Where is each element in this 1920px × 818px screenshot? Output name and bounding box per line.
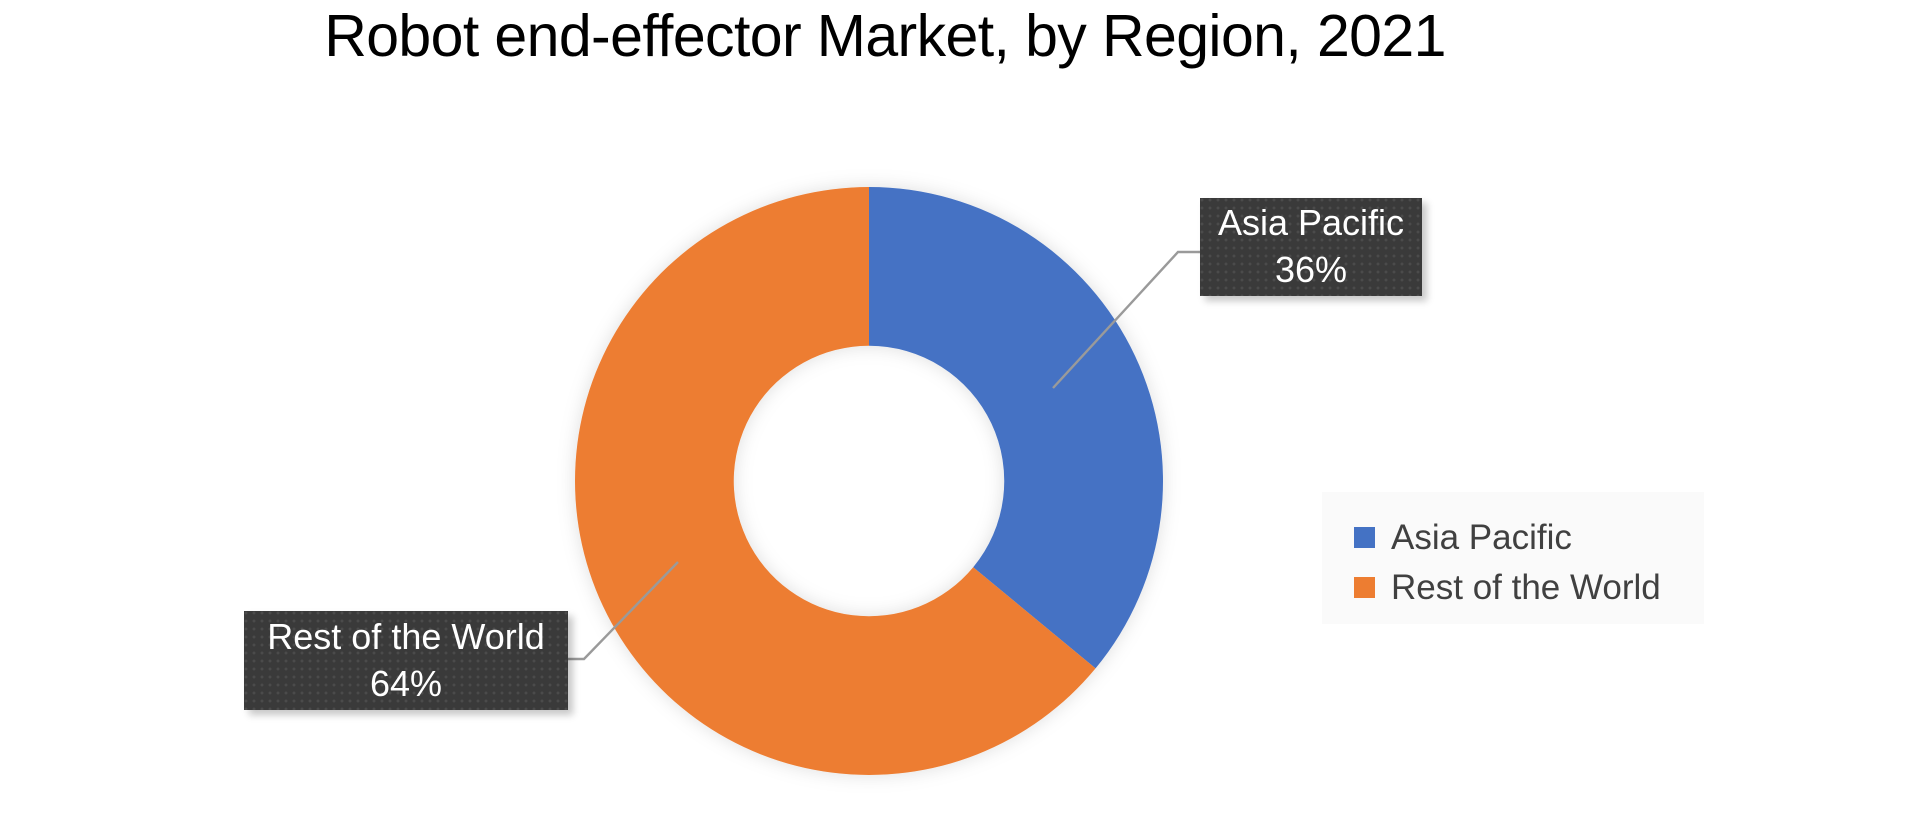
donut-chart-svg	[574, 187, 1163, 775]
legend-swatch-icon-rest-of-the-world	[1354, 576, 1375, 598]
legend-label-asia-pacific: Asia Pacific	[1391, 517, 1572, 557]
legend-item-asia-pacific[interactable]: Asia Pacific	[1354, 514, 1704, 560]
donut-slices	[574, 187, 1163, 775]
data-label-asia-pacific: Asia Pacific 36%	[1200, 198, 1422, 296]
legend-label-rest-of-the-world: Rest of the World	[1391, 567, 1661, 607]
chart-title: Robot end-effector Market, by Region, 20…	[324, 3, 1446, 69]
data-label-asia-pacific-name: Asia Pacific	[1217, 202, 1405, 244]
data-label-rest-of-the-world-value: 64%	[369, 662, 443, 704]
data-label-rest-of-the-world-name: Rest of the World	[267, 615, 545, 657]
chart-legend: Asia Pacific Rest of the World	[1322, 492, 1704, 624]
donut-slice-rest-of-the-world[interactable]	[574, 187, 1096, 775]
data-label-asia-pacific-value: 36%	[1274, 249, 1348, 290]
donut-chart	[574, 187, 1163, 775]
donut-slice-asia-pacific[interactable]	[869, 187, 1163, 669]
legend-swatch-icon-asia-pacific	[1354, 526, 1375, 548]
legend-item-rest-of-the-world[interactable]: Rest of the World	[1354, 564, 1704, 610]
data-label-rest-of-the-world: Rest of the World 64%	[244, 611, 568, 710]
